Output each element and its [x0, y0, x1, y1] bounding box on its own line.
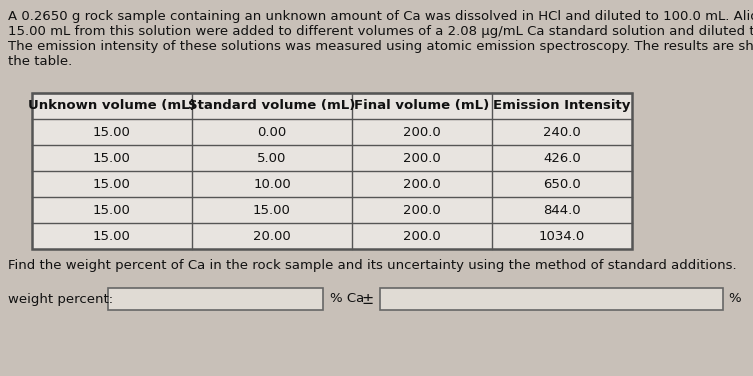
Text: 844.0: 844.0 [543, 203, 581, 217]
Text: 0.00: 0.00 [258, 126, 287, 138]
Text: 200.0: 200.0 [403, 203, 441, 217]
Text: ±: ± [362, 291, 374, 306]
Text: 200.0: 200.0 [403, 229, 441, 243]
Text: 20.00: 20.00 [253, 229, 291, 243]
Text: the table.: the table. [8, 55, 72, 68]
Text: Emission Intensity: Emission Intensity [493, 100, 631, 112]
Text: 15.00: 15.00 [93, 229, 131, 243]
Text: 15.00 mL from this solution were added to different volumes of a 2.08 μg/mL Ca s: 15.00 mL from this solution were added t… [8, 25, 753, 38]
Bar [380, 288, 723, 310]
Text: A 0.2650 g rock sample containing an unknown amount of Ca was dissolved in HCl a: A 0.2650 g rock sample containing an unk… [8, 10, 753, 23]
Text: The emission intensity of these solutions was measured using atomic emission spe: The emission intensity of these solution… [8, 40, 753, 53]
Text: % Ca: % Ca [330, 293, 364, 305]
Text: 15.00: 15.00 [93, 126, 131, 138]
Text: 5.00: 5.00 [258, 152, 287, 165]
Text: 240.0: 240.0 [543, 126, 581, 138]
Text: 200.0: 200.0 [403, 152, 441, 165]
Text: 200.0: 200.0 [403, 177, 441, 191]
Text: 15.00: 15.00 [93, 152, 131, 165]
Text: 15.00: 15.00 [253, 203, 291, 217]
Text: 15.00: 15.00 [93, 177, 131, 191]
Text: Find the weight percent of Ca in the rock sample and its uncertainty using the m: Find the weight percent of Ca in the roc… [8, 259, 736, 272]
Text: Standard volume (mL): Standard volume (mL) [188, 100, 355, 112]
Text: weight percent:: weight percent: [8, 293, 113, 305]
Bar [108, 288, 323, 310]
Text: 650.0: 650.0 [543, 177, 581, 191]
Text: 15.00: 15.00 [93, 203, 131, 217]
Text: 1034.0: 1034.0 [539, 229, 585, 243]
Text: 426.0: 426.0 [543, 152, 581, 165]
Text: 10.00: 10.00 [253, 177, 291, 191]
Bar [32, 93, 632, 249]
Text: 200.0: 200.0 [403, 126, 441, 138]
Text: Unknown volume (mL): Unknown volume (mL) [28, 100, 196, 112]
Text: Final volume (mL): Final volume (mL) [355, 100, 489, 112]
Bar [32, 93, 632, 249]
Text: %: % [728, 293, 741, 305]
